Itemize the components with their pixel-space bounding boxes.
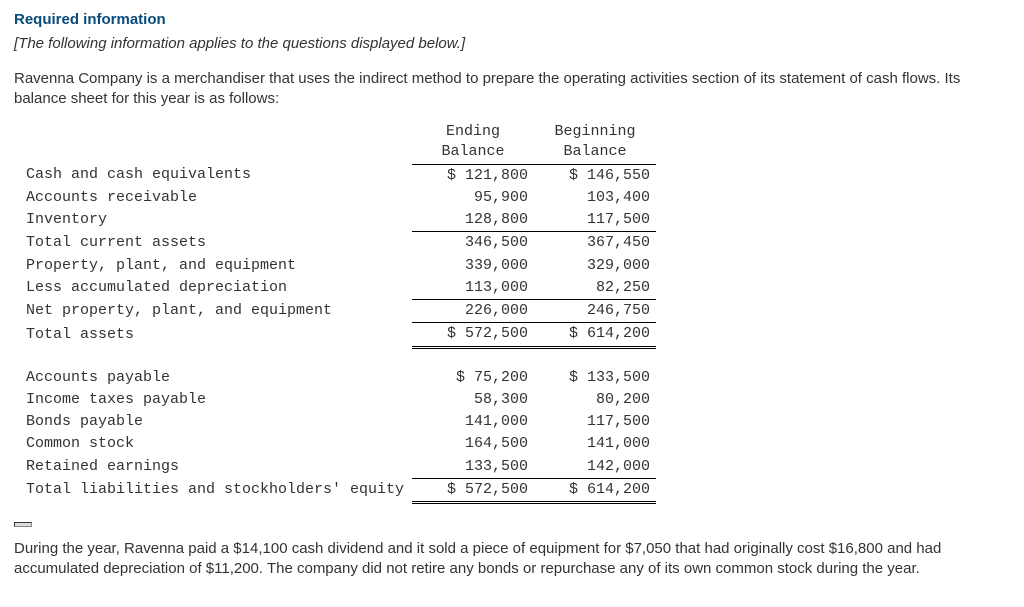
ending-balance-cell: 133,500 [412, 456, 534, 479]
beginning-balance-cell: 82,250 [534, 277, 656, 300]
row-label: Less accumulated depreciation [20, 277, 412, 300]
ending-balance-cell: $ 572,500 [412, 478, 534, 502]
row-label: Accounts payable [20, 367, 412, 389]
col-header-ending: EndingBalance [412, 121, 534, 164]
ending-balance-cell: 339,000 [412, 255, 534, 277]
beginning-balance-cell: 246,750 [534, 300, 656, 323]
table-row: Total assets$ 572,500$ 614,200 [20, 323, 656, 347]
table-row: Less accumulated depreciation113,00082,2… [20, 277, 656, 300]
beginning-balance-cell: 367,450 [534, 232, 656, 255]
intro-paragraph: Ravenna Company is a merchandiser that u… [14, 69, 1010, 110]
beginning-balance-cell: $ 614,200 [534, 478, 656, 502]
ending-balance-cell: 141,000 [412, 411, 534, 433]
table-row: Inventory128,800117,500 [20, 209, 656, 232]
row-label: Accounts receivable [20, 187, 412, 209]
ending-balance-cell: 226,000 [412, 300, 534, 323]
divider-bar [14, 522, 32, 527]
beginning-balance-cell: 103,400 [534, 187, 656, 209]
table-row: Cash and cash equivalents$ 121,800$ 146,… [20, 164, 656, 187]
beginning-balance-cell: $ 133,500 [534, 367, 656, 389]
ending-balance-cell: 95,900 [412, 187, 534, 209]
table-row: Common stock164,500141,000 [20, 433, 656, 455]
beginning-balance-cell: 117,500 [534, 209, 656, 232]
table-row: Total liabilities and stockholders' equi… [20, 478, 656, 502]
ending-balance-cell: $ 572,500 [412, 323, 534, 347]
ending-balance-cell: 113,000 [412, 277, 534, 300]
table-row: Retained earnings133,500142,000 [20, 456, 656, 479]
beginning-balance-cell: 142,000 [534, 456, 656, 479]
table-row: Accounts receivable95,900103,400 [20, 187, 656, 209]
table-row: Net property, plant, and equipment226,00… [20, 300, 656, 323]
table-row: Accounts payable$ 75,200$ 133,500 [20, 367, 656, 389]
beginning-balance-cell: 117,500 [534, 411, 656, 433]
row-label: Total current assets [20, 232, 412, 255]
row-label: Cash and cash equivalents [20, 164, 412, 187]
balance-sheet-table: EndingBalance BeginningBalance Cash and … [20, 121, 656, 504]
row-label: Inventory [20, 209, 412, 232]
beginning-balance-cell: 80,200 [534, 389, 656, 411]
ending-balance-cell: 164,500 [412, 433, 534, 455]
beginning-balance-cell: 141,000 [534, 433, 656, 455]
beginning-balance-cell: $ 614,200 [534, 323, 656, 347]
closing-paragraph: During the year, Ravenna paid a $14,100 … [14, 539, 1010, 580]
ending-balance-cell: $ 75,200 [412, 367, 534, 389]
ending-balance-cell: 128,800 [412, 209, 534, 232]
subnote: [The following information applies to th… [14, 34, 1010, 54]
table-row: Income taxes payable58,30080,200 [20, 389, 656, 411]
row-label: Net property, plant, and equipment [20, 300, 412, 323]
row-label: Common stock [20, 433, 412, 455]
section-heading: Required information [14, 10, 1010, 30]
row-label: Income taxes payable [20, 389, 412, 411]
row-label: Retained earnings [20, 456, 412, 479]
beginning-balance-cell: $ 146,550 [534, 164, 656, 187]
row-label: Total assets [20, 323, 412, 347]
ending-balance-cell: 346,500 [412, 232, 534, 255]
ending-balance-cell: $ 121,800 [412, 164, 534, 187]
table-row: Total current assets346,500367,450 [20, 232, 656, 255]
table-row: Property, plant, and equipment339,000329… [20, 255, 656, 277]
row-label: Property, plant, and equipment [20, 255, 412, 277]
ending-balance-cell: 58,300 [412, 389, 534, 411]
row-label: Bonds payable [20, 411, 412, 433]
table-row: Bonds payable141,000117,500 [20, 411, 656, 433]
col-header-beginning: BeginningBalance [534, 121, 656, 164]
beginning-balance-cell: 329,000 [534, 255, 656, 277]
row-label: Total liabilities and stockholders' equi… [20, 478, 412, 502]
